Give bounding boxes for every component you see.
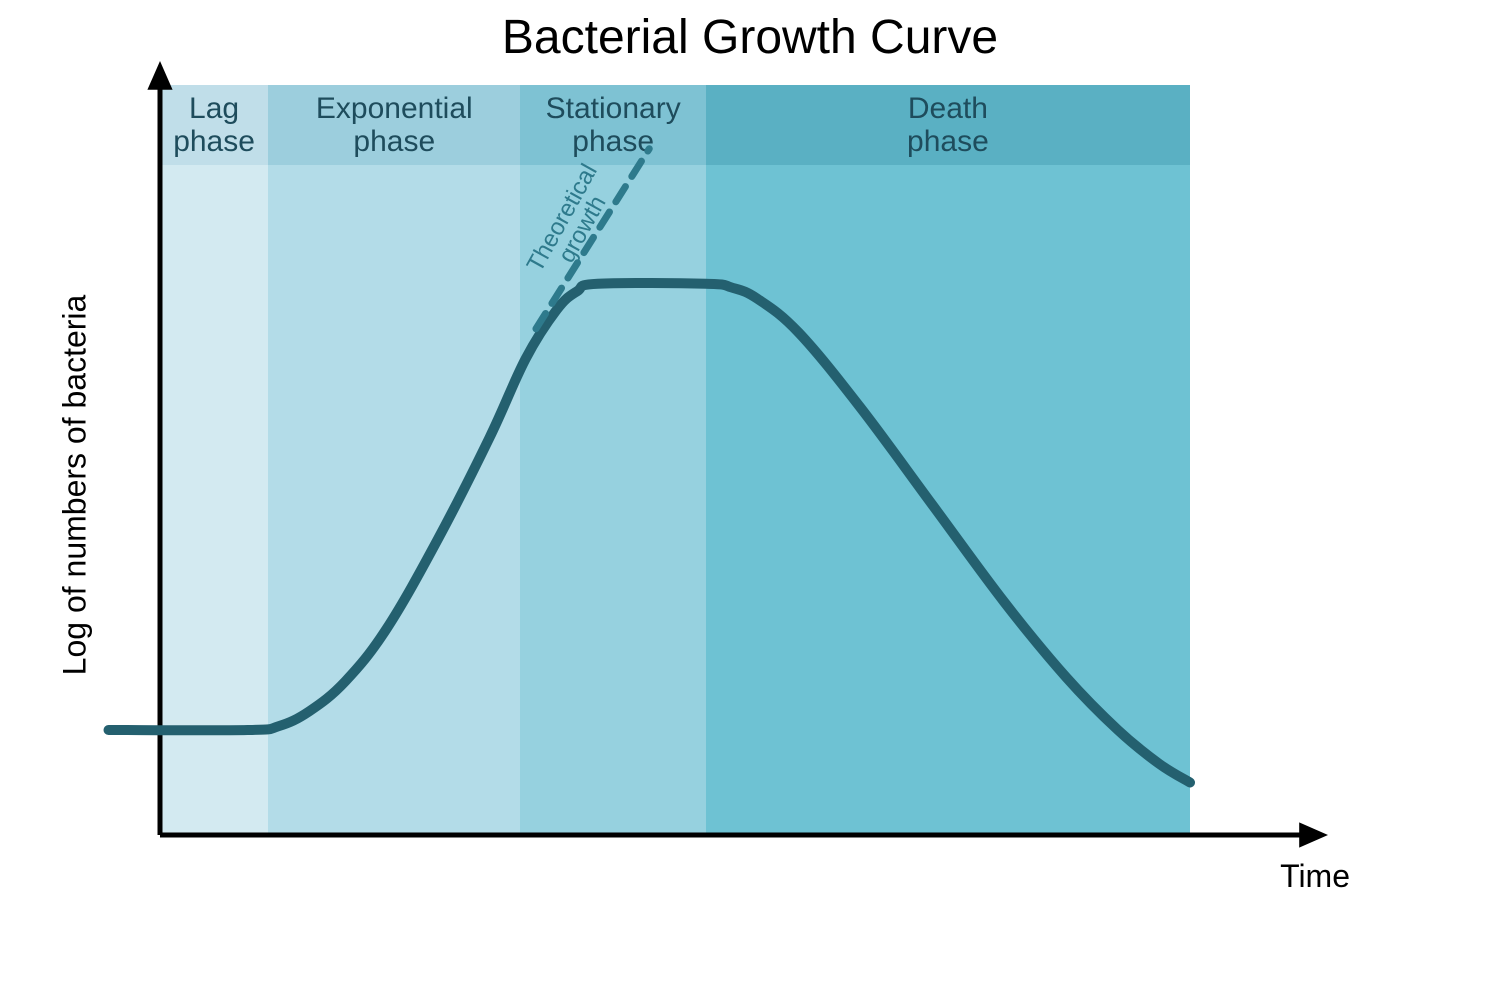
theoretical-growth-line — [536, 149, 649, 329]
axes-overlay — [100, 85, 1360, 885]
chart-area: Log of numbers of bacteria Time Lag phas… — [100, 85, 1360, 885]
growth-curve — [109, 283, 1191, 783]
y-axis-arrow — [147, 61, 172, 90]
figure-container: Bacterial Growth Curve Log of numbers of… — [0, 0, 1500, 1000]
x-axis-arrow — [1299, 822, 1328, 847]
chart-title: Bacterial Growth Curve — [0, 10, 1500, 65]
y-axis-label: Log of numbers of bacteria — [57, 295, 94, 676]
